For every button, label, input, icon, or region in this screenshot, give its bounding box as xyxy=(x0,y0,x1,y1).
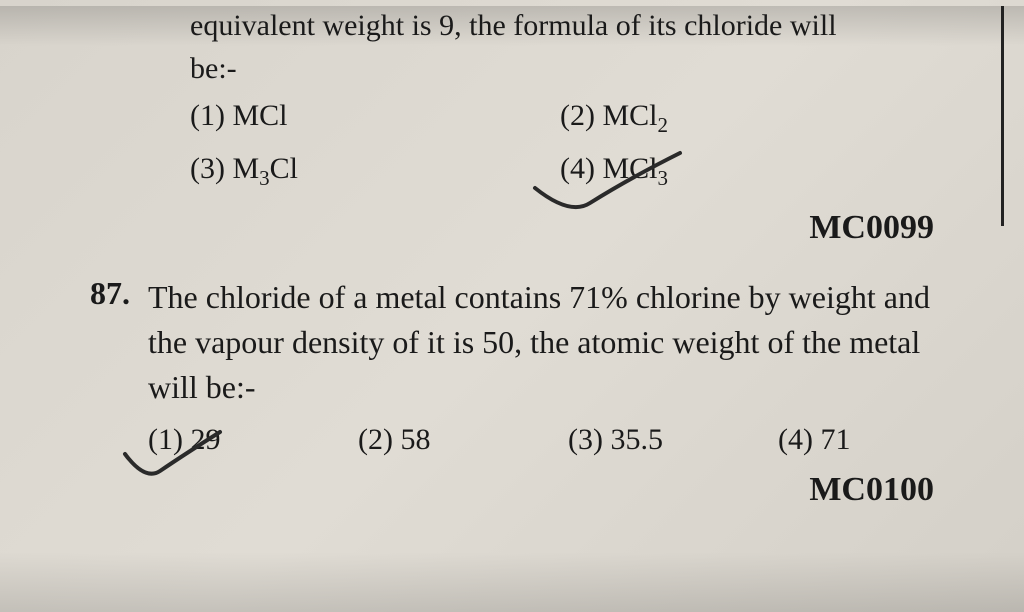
q86-option-4: (4) MCl3 xyxy=(560,152,668,191)
q86-option-2: (2) MCl2 xyxy=(560,99,668,138)
q86-option-3-sub: 3 xyxy=(259,166,270,190)
q87-option-3: (3) 35.5 xyxy=(568,423,778,457)
q86-option-3-text: (3) M xyxy=(190,152,259,185)
q86-option-1: (1) MCl xyxy=(190,99,560,138)
q87-number: 87. xyxy=(30,275,148,409)
q86-options-row1: (1) MCl (2) MCl2 xyxy=(190,99,994,138)
q87-option-1: (1) 29 xyxy=(148,423,358,457)
page-content: equivalent weight is 9, the formula of i… xyxy=(0,6,1024,509)
q87-option-2: (2) 58 xyxy=(358,423,568,457)
q87-option-4: (4) 71 xyxy=(778,423,988,457)
q86-code: MC0099 xyxy=(30,209,934,247)
q87-row: 87. The chloride of a metal contains 71%… xyxy=(30,275,994,409)
q87-option-1-text: (1) 29 xyxy=(148,423,220,456)
shadow-bottom xyxy=(0,552,1024,612)
q86-option-4-text: (4) MCl xyxy=(560,152,658,185)
q87-code: MC0100 xyxy=(30,471,934,509)
q86-stem-line1: equivalent weight is 9, the formula of i… xyxy=(190,6,994,47)
q86-option-3: (3) M3Cl xyxy=(190,152,560,191)
q86-stem-line2: be:- xyxy=(190,49,994,90)
q86-option-3-tail: Cl xyxy=(270,152,298,185)
q87-options: (1) 29 (2) 58 (3) 35.5 (4) 71 xyxy=(148,423,994,457)
q86-option-4-sub: 3 xyxy=(658,166,669,190)
q86-options-row2: (3) M3Cl (4) MCl3 xyxy=(190,152,994,191)
q86-option-2-text: (2) MCl xyxy=(560,99,658,132)
q87-stem: The chloride of a metal contains 71% chl… xyxy=(148,275,994,409)
q86-option-2-sub: 2 xyxy=(658,113,669,137)
